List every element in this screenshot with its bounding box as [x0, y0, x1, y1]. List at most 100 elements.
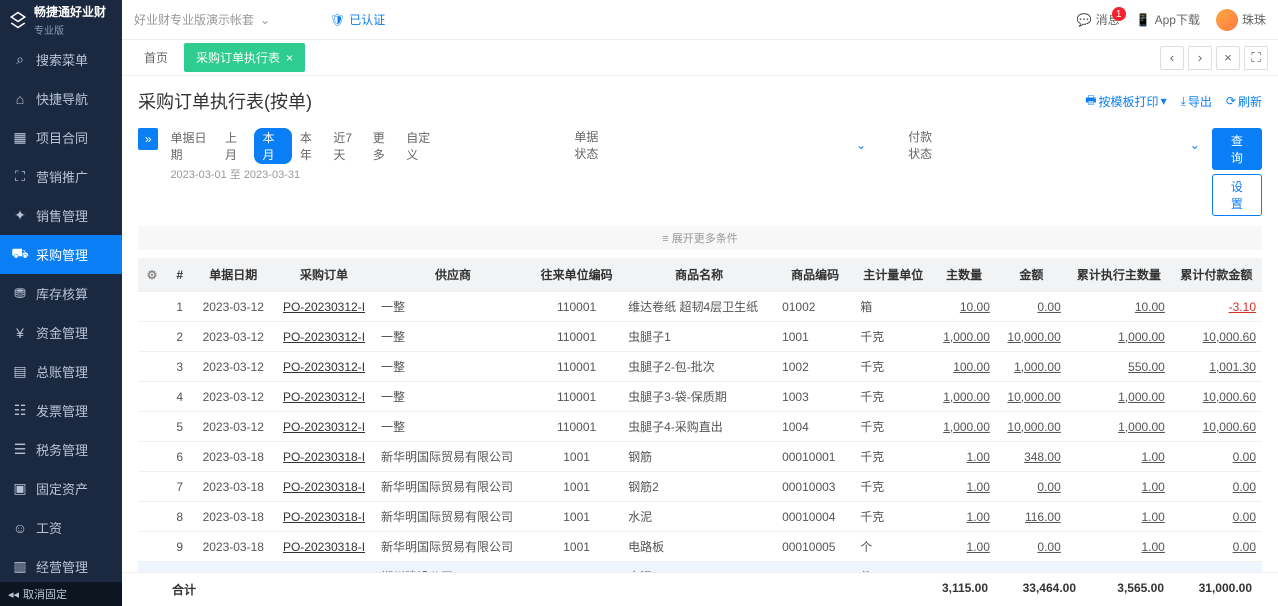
cell-exec-qty[interactable]: 1,000.00 [1118, 390, 1165, 404]
sidebar-item[interactable]: ☺工资 [0, 508, 122, 547]
cell-amount[interactable]: 0.00 [1037, 540, 1060, 554]
cell-paid[interactable]: 0.00 [1233, 510, 1256, 524]
cell-amount[interactable]: 1,000.00 [1014, 360, 1061, 374]
po-link[interactable]: PO-20230312-I [283, 420, 365, 434]
cell-paid[interactable]: -3.10 [1229, 300, 1256, 314]
cell-exec-qty[interactable]: 550.00 [1128, 360, 1165, 374]
status-select[interactable]: ⌄ [606, 136, 866, 155]
sidebar-item[interactable]: ⛟采购管理 [0, 235, 122, 274]
cell-amount[interactable]: 10,000.00 [1007, 330, 1060, 344]
column-header[interactable]: 单据日期 [193, 258, 273, 292]
cell-amount[interactable]: 116.00 [1025, 510, 1061, 524]
refresh-button[interactable]: ⟳ 刷新 [1226, 91, 1262, 112]
sidebar-item[interactable]: ▥经营管理 [0, 547, 122, 582]
cell-qty[interactable]: 1,000.00 [943, 330, 990, 344]
po-link[interactable]: PO-20230318-I [283, 450, 365, 464]
table-row[interactable]: 22023-03-12PO-20230312-I一整110001虫腿子11001… [138, 322, 1262, 352]
workspace-select[interactable]: 好业财专业版演示帐套 ⌄ [134, 11, 314, 28]
table-row[interactable]: 32023-03-12PO-20230312-I一整110001虫腿子2-包-批… [138, 352, 1262, 382]
tab-fullscreen-button[interactable]: ⛶ [1244, 46, 1268, 70]
sidebar-item[interactable]: ⛃库存核算 [0, 274, 122, 313]
column-header[interactable]: 采购订单 [273, 258, 375, 292]
cell-paid[interactable]: 10,000.60 [1203, 420, 1256, 434]
expand-filters-button[interactable]: ≡ 展开更多条件 [138, 226, 1262, 250]
cell-exec-qty[interactable]: 1,000.00 [1118, 330, 1165, 344]
tab-next-button[interactable]: › [1188, 46, 1212, 70]
sidebar-item[interactable]: ¥资金管理 [0, 313, 122, 352]
export-button[interactable]: ⤓ 导出 [1181, 91, 1212, 112]
date-tab[interactable]: 近7天 [329, 128, 364, 164]
gear-icon[interactable]: ⚙ [138, 258, 166, 292]
column-header[interactable]: 累计执行主数量 [1067, 258, 1171, 292]
cell-amount[interactable]: 10,000.00 [1007, 390, 1060, 404]
table-row[interactable]: 92023-03-18PO-20230318-I新华明国际贸易有限公司1001电… [138, 532, 1262, 562]
column-header[interactable]: 商品名称 [622, 258, 776, 292]
po-link[interactable]: PO-20230312-I [283, 330, 365, 344]
cell-paid[interactable]: 10,000.60 [1203, 390, 1256, 404]
date-tab[interactable]: 自定义 [402, 128, 442, 164]
table-row[interactable]: 62023-03-18PO-20230318-I新华明国际贸易有限公司1001钢… [138, 442, 1262, 472]
sidebar-item[interactable]: ▦项目合同 [0, 118, 122, 157]
tab-home[interactable]: 首页 [132, 43, 180, 72]
po-link[interactable]: PO-20230318-I [283, 540, 365, 554]
column-header[interactable]: 主数量 [932, 258, 996, 292]
cell-exec-qty[interactable]: 1,000.00 [1118, 420, 1165, 434]
cell-amount[interactable]: 0.00 [1037, 300, 1060, 314]
sidebar-item[interactable]: ☷发票管理 [0, 391, 122, 430]
column-header[interactable]: 商品编码 [776, 258, 854, 292]
sidebar-item[interactable]: ▤总账管理 [0, 352, 122, 391]
cell-qty[interactable]: 1.00 [967, 480, 990, 494]
sidebar-item[interactable]: ⛶营销推广 [0, 157, 122, 196]
cell-qty[interactable]: 1.00 [967, 540, 990, 554]
column-header[interactable]: 供应商 [375, 258, 531, 292]
search-button[interactable]: 查询 [1212, 128, 1262, 170]
date-tab[interactable]: 上月 [221, 128, 250, 164]
cell-exec-qty[interactable]: 1.00 [1142, 480, 1165, 494]
collapse-filters-button[interactable]: » [138, 128, 158, 150]
po-link[interactable]: PO-20230312-I [283, 360, 365, 374]
table-row[interactable]: 72023-03-18PO-20230318-I新华明国际贸易有限公司1001钢… [138, 472, 1262, 502]
cell-paid[interactable]: 0.00 [1233, 450, 1256, 464]
table-row[interactable]: 12023-03-12PO-20230312-I一整110001维达卷纸 超韧4… [138, 292, 1262, 322]
column-header[interactable]: 主计量单位 [854, 258, 932, 292]
user-menu[interactable]: 珠珠 [1216, 9, 1266, 31]
po-link[interactable]: PO-20230318-I [283, 510, 365, 524]
cell-qty[interactable]: 10.00 [960, 300, 990, 314]
tab-close-button[interactable]: × [1216, 46, 1240, 70]
column-header[interactable]: 往来单位编码 [531, 258, 622, 292]
column-header[interactable]: 金额 [996, 258, 1067, 292]
cell-amount[interactable]: 0.00 [1037, 480, 1060, 494]
cell-qty[interactable]: 1,000.00 [943, 390, 990, 404]
cell-exec-qty[interactable]: 10.00 [1135, 300, 1165, 314]
date-tab[interactable]: 本月 [254, 128, 291, 164]
table-row[interactable]: 52023-03-12PO-20230312-I一整110001虫腿子4-采购直… [138, 412, 1262, 442]
column-header[interactable]: # [166, 258, 193, 292]
cell-qty[interactable]: 100.00 [953, 360, 990, 374]
download-button[interactable]: 📱 App下载 [1136, 11, 1200, 28]
cell-paid[interactable]: 1,001.30 [1209, 360, 1256, 374]
po-link[interactable]: PO-20230318-I [283, 480, 365, 494]
column-header[interactable]: 累计付款金额 [1171, 258, 1262, 292]
cell-qty[interactable]: 1.00 [967, 450, 990, 464]
pay-select[interactable]: ⌄ [940, 136, 1200, 155]
cell-paid[interactable]: 10,000.60 [1203, 330, 1256, 344]
messages-button[interactable]: 💬 消息 1 [1077, 11, 1120, 28]
date-tab[interactable]: 本年 [296, 128, 325, 164]
table-row[interactable]: 102023-03-18PO-20230318-I郑州建设公司110003水泥0… [138, 562, 1262, 573]
cell-exec-qty[interactable]: 1.00 [1142, 510, 1165, 524]
cell-qty[interactable]: 1.00 [967, 510, 990, 524]
cell-amount[interactable]: 348.00 [1024, 450, 1061, 464]
cell-paid[interactable]: 0.00 [1233, 540, 1256, 554]
tab-close-icon[interactable]: × [286, 51, 293, 65]
po-link[interactable]: PO-20230312-I [283, 300, 365, 314]
date-tab[interactable]: 更多 [369, 128, 398, 164]
sidebar-item[interactable]: ✦销售管理 [0, 196, 122, 235]
table-row[interactable]: 82023-03-18PO-20230318-I新华明国际贸易有限公司1001水… [138, 502, 1262, 532]
table-row[interactable]: 42023-03-12PO-20230312-I一整110001虫腿子3-袋-保… [138, 382, 1262, 412]
sidebar-item[interactable]: ⌕搜索菜单 [0, 40, 122, 79]
tab-prev-button[interactable]: ‹ [1160, 46, 1184, 70]
po-link[interactable]: PO-20230312-I [283, 390, 365, 404]
cell-amount[interactable]: 10,000.00 [1007, 420, 1060, 434]
tab-active[interactable]: 采购订单执行表 × [184, 43, 305, 72]
cell-exec-qty[interactable]: 1.00 [1142, 450, 1165, 464]
